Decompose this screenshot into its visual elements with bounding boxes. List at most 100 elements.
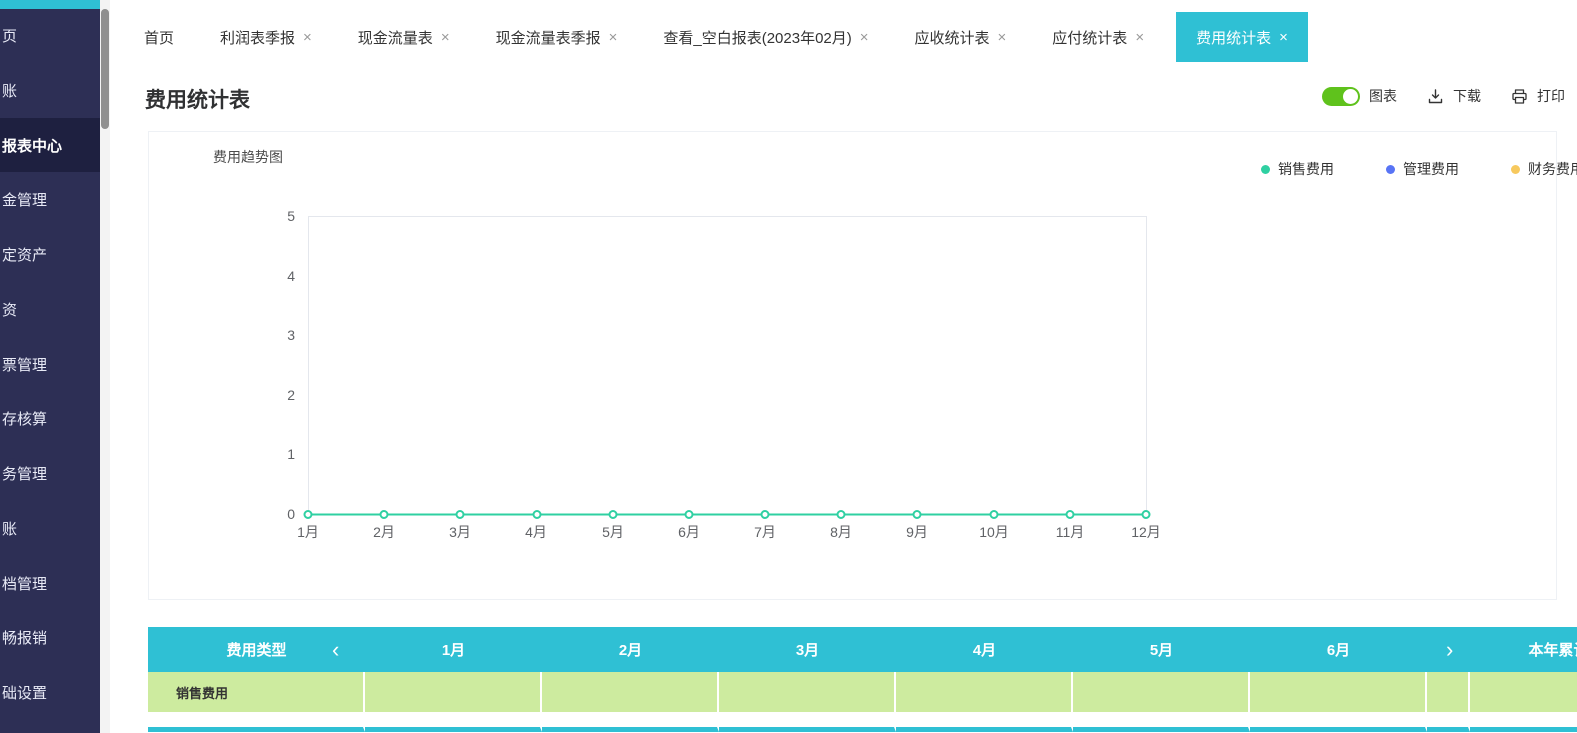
tab[interactable]: 查看_空白报表(2023年02月) × <box>649 12 882 62</box>
table-header-cell: 2月 <box>618 642 643 659</box>
table-cell <box>1470 672 1577 712</box>
tab[interactable]: 利润表季报 × <box>206 12 326 62</box>
y-axis-label: 4 <box>287 268 295 284</box>
sidebar-top-accent <box>0 0 100 9</box>
x-axis-label: 8月 <box>830 524 852 540</box>
x-axis-label: 6月 <box>678 524 700 540</box>
table-cell <box>719 672 896 712</box>
table-cell-partial <box>148 712 365 732</box>
tab[interactable]: 应收统计表 × <box>901 12 1021 62</box>
table-cell <box>1073 672 1250 712</box>
legend-dot-yellow <box>1511 164 1520 174</box>
next-month-button[interactable]: › <box>1446 636 1454 662</box>
y-axis-label: 5 <box>287 208 295 224</box>
tab-close-icon[interactable]: × <box>303 28 312 46</box>
sidebar-item[interactable]: 页 <box>2 27 18 45</box>
sidebar-item[interactable]: 务管理 <box>2 465 48 483</box>
table-cell-partial <box>896 712 1073 732</box>
legend-item-finance[interactable]: 财务费用 <box>1511 159 1577 179</box>
sidebar-item[interactable]: 档管理 <box>2 575 48 593</box>
y-axis-label: 1 <box>287 446 295 462</box>
table-row[interactable]: 销售费用 <box>148 672 1577 712</box>
tab-label: 现金流量表 <box>357 29 433 47</box>
prev-month-button[interactable]: ‹ <box>332 636 340 662</box>
x-axis-label: 3月 <box>449 524 471 540</box>
tab-home[interactable]: 首页 <box>130 12 188 62</box>
chart-table-toggle[interactable] <box>1322 86 1360 106</box>
tab-close-icon[interactable]: × <box>1279 28 1288 46</box>
download-button[interactable]: 下载 <box>1427 86 1481 106</box>
scrollbar-thumb[interactable] <box>101 9 109 129</box>
y-axis-label: 2 <box>287 387 295 403</box>
chart-title: 费用趋势图 <box>213 149 283 165</box>
tab-bar: 首页 利润表季报 × 现金流量表 × 现金流量表季报 × 查看_空白报表(202… <box>110 12 1326 62</box>
expense-table: 费用类型 1月 2月 3月 4月 5月 6月 本年累计 ‹ › 销售费用 <box>148 627 1577 732</box>
sidebar-item[interactable]: 定资产 <box>2 246 48 264</box>
tab-label: 应付统计表 <box>1052 29 1128 47</box>
legend-label: 销售费用 <box>1278 161 1334 177</box>
toggle-label: 图表 <box>1369 88 1397 104</box>
sidebar-scrollbar[interactable] <box>100 0 110 733</box>
table-header-cell: 5月 <box>1149 642 1174 659</box>
page-title: 费用统计表 <box>145 89 250 112</box>
x-axis-label: 10月 <box>979 524 1009 540</box>
tab-close-icon[interactable]: × <box>859 28 869 46</box>
sidebar-item-report-center[interactable]: 报表中心 <box>0 118 100 172</box>
x-axis-label: 4月 <box>525 524 547 540</box>
legend-dot-blue <box>1386 164 1395 174</box>
tab-label: 应收统计表 <box>914 29 990 47</box>
toggle-knob <box>1343 88 1358 104</box>
legend-dot-teal <box>1261 164 1270 174</box>
sidebar-item[interactable]: 资 <box>2 301 18 319</box>
table-cell-partial <box>1250 712 1427 732</box>
x-axis-label: 12月 <box>1131 524 1161 540</box>
table-row-partial <box>148 712 1577 732</box>
toolbar: 图表 下载 打印 <box>1322 86 1565 106</box>
chart-card: 费用趋势图 销售费用 管理费用 财务费用 5 4 3 2 1 <box>148 131 1577 600</box>
tab-label: 现金流量表季报 <box>495 29 601 47</box>
sidebar-item[interactable]: 存核算 <box>2 410 48 428</box>
legend-label: 财务费用 <box>1528 161 1577 177</box>
table-header-cell: 6月 <box>1326 642 1351 659</box>
tab-label: 查看_空白报表(2023年02月) <box>663 29 852 47</box>
print-button[interactable]: 打印 <box>1511 86 1565 106</box>
table-cell <box>365 672 542 712</box>
sidebar-item[interactable]: 础设置 <box>2 684 48 702</box>
row-label-cell: 销售费用 <box>148 672 365 712</box>
table-cell <box>896 672 1073 712</box>
tab-close-icon[interactable]: × <box>997 28 1007 46</box>
table-cell <box>1250 672 1427 712</box>
table-header-cell: 3月 <box>795 642 820 659</box>
tab-label: 首页 <box>144 29 175 47</box>
sidebar-item[interactable]: 票管理 <box>2 356 48 374</box>
y-axis-label: 0 <box>287 506 295 522</box>
tab-close-icon[interactable]: × <box>608 28 618 46</box>
tab-close-icon[interactable]: × <box>440 28 450 46</box>
legend-item-admin[interactable]: 管理费用 <box>1386 159 1459 179</box>
sidebar-item[interactable]: 账 <box>2 82 18 100</box>
tab-close-icon[interactable]: × <box>1135 28 1145 46</box>
tab-label: 费用统计表 <box>1196 29 1272 47</box>
sidebar: 页 账 报表中心 金管理 定资产 资 票管理 存核算 务管理 账 档管理 畅报销… <box>0 0 100 733</box>
x-axis-label: 2月 <box>373 524 395 540</box>
table-cell-partial <box>1470 712 1577 732</box>
tab[interactable]: 现金流量表季报 × <box>482 12 632 62</box>
sidebar-item[interactable]: 金管理 <box>2 191 48 209</box>
tab-expense-stats-active[interactable]: 费用统计表 × <box>1176 12 1308 62</box>
table-cell-partial <box>1427 712 1470 732</box>
sidebar-item[interactable]: 畅报销 <box>2 629 48 647</box>
main-area: 首页 利润表季报 × 现金流量表 × 现金流量表季报 × 查看_空白报表(202… <box>110 0 1577 733</box>
table-header-cell: 本年累计 <box>1528 642 1577 659</box>
table-cell-partial <box>542 712 719 732</box>
table-header-cell: 1月 <box>441 642 466 659</box>
table-header-cell: 4月 <box>972 642 997 659</box>
table-cell-partial <box>719 712 896 732</box>
sidebar-item[interactable]: 账 <box>2 520 18 538</box>
chart-plot <box>303 216 1151 519</box>
tab[interactable]: 现金流量表 × <box>344 12 464 62</box>
table-header-cell: 费用类型 <box>226 642 287 659</box>
tab[interactable]: 应付统计表 × <box>1038 12 1158 62</box>
legend-item-sales[interactable]: 销售费用 <box>1261 159 1334 179</box>
table-cell-partial <box>365 712 542 732</box>
